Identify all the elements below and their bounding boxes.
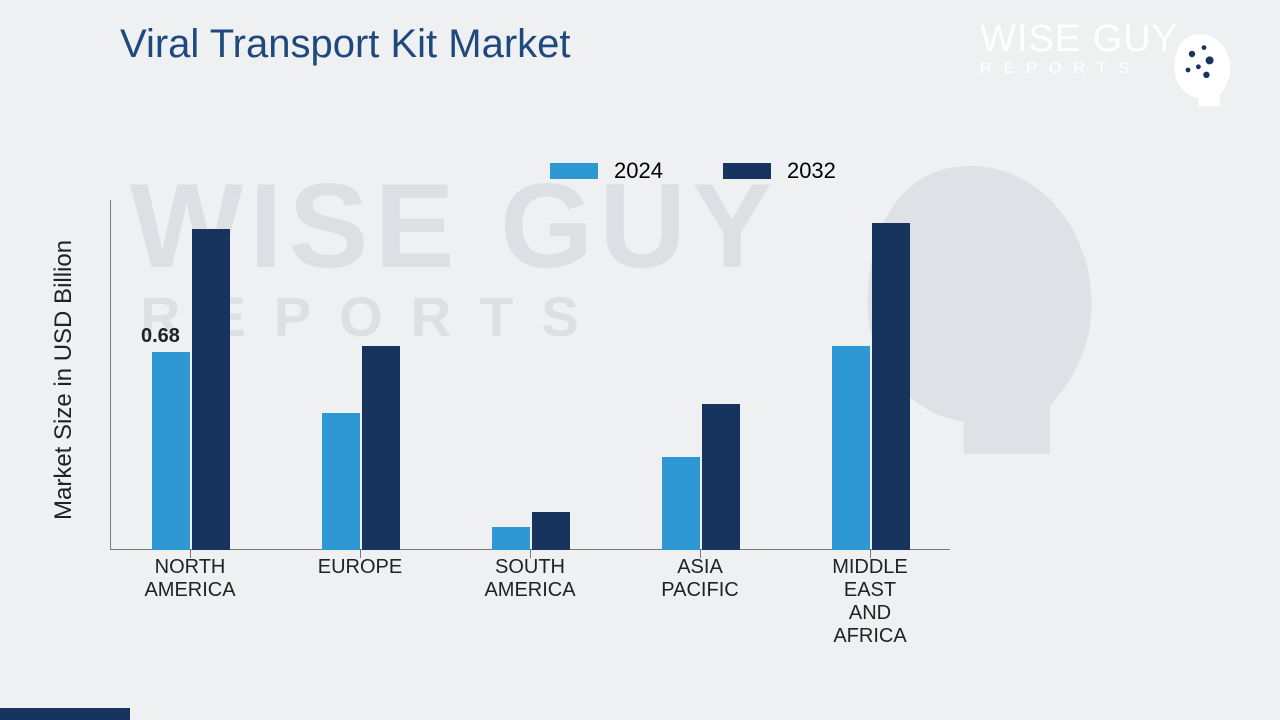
brand-head-icon [1160, 30, 1240, 110]
bar-group [151, 229, 231, 550]
legend-swatch-2032 [723, 163, 771, 179]
bar [152, 352, 190, 550]
x-axis-category-label: SOUTH AMERICA [460, 556, 600, 602]
footer-accent-bar [0, 708, 130, 720]
y-axis-label: Market Size in USD Billion [50, 240, 78, 520]
legend-swatch-2024 [550, 163, 598, 179]
bar [702, 404, 740, 550]
bar [832, 346, 870, 550]
x-axis-category-label: EUROPE [290, 556, 430, 579]
bar [192, 229, 230, 550]
legend-item-2032: 2032 [723, 158, 836, 184]
bar [532, 512, 570, 550]
legend-label-2024: 2024 [614, 158, 663, 184]
bar [322, 413, 360, 550]
legend-label-2032: 2032 [787, 158, 836, 184]
bar-value-label: 0.68 [141, 325, 180, 348]
page-root: WISE GUY REPORTS Viral Transport Kit Mar… [0, 0, 1280, 720]
bar [872, 223, 910, 550]
bar-group [491, 512, 571, 550]
bar-group [321, 346, 401, 550]
x-axis-category-label: MIDDLE EAST AND AFRICA [800, 556, 940, 648]
legend: 2024 2032 [550, 158, 836, 184]
y-axis-line [110, 200, 111, 550]
bar [662, 457, 700, 550]
x-axis-category-label: NORTH AMERICA [120, 556, 260, 602]
bar [362, 346, 400, 550]
brand-logo: WISE GUY REPORTS [980, 20, 1250, 78]
bar-group [831, 223, 911, 550]
chart-area: WISE GUY REPORTS Viral Transport Kit Mar… [0, 0, 1280, 720]
x-axis-category-label: ASIA PACIFIC [630, 556, 770, 602]
chart-title: Viral Transport Kit Market [120, 22, 571, 67]
legend-item-2024: 2024 [550, 158, 663, 184]
bar [492, 527, 530, 550]
bar-group [661, 404, 741, 550]
plot-area: 0.68 [110, 200, 950, 550]
